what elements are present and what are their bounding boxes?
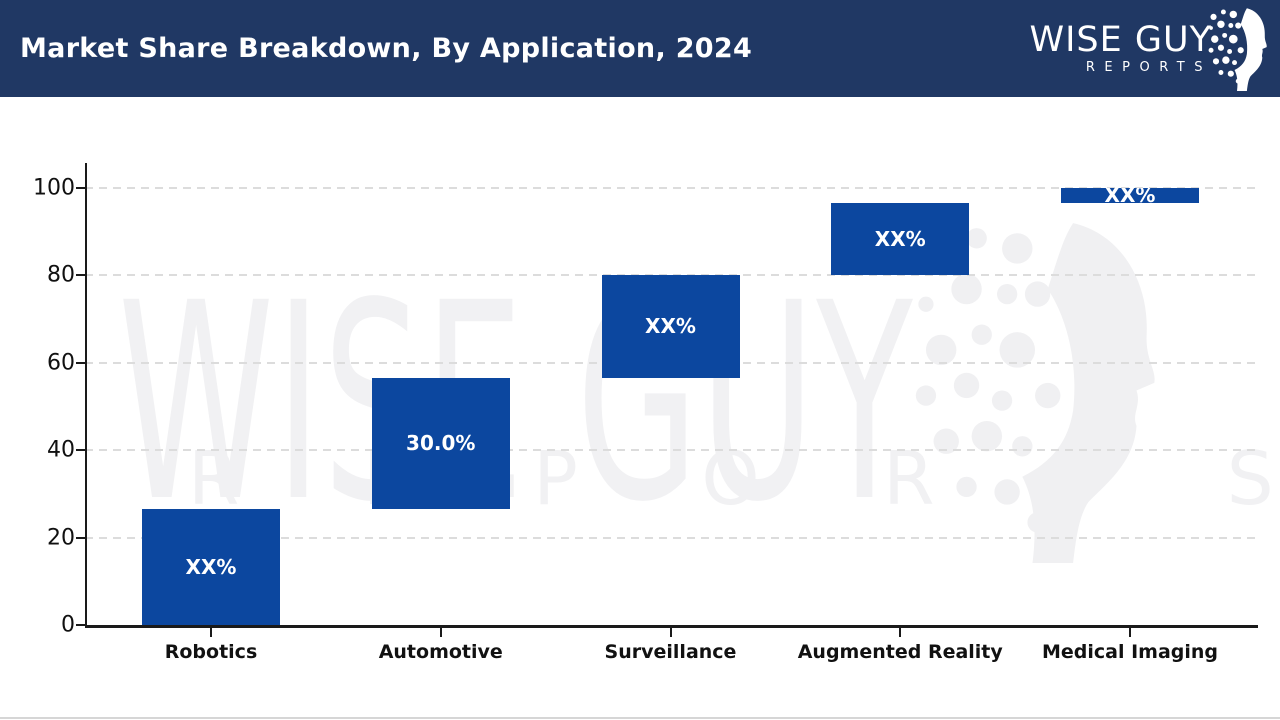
footer-divider xyxy=(0,717,1280,719)
logo-subtitle: REPORTS xyxy=(1085,60,1212,75)
y-axis-tick-label: 100 xyxy=(33,175,75,200)
waterfall-chart: 0 20 40 60 80 100 XX% Robotics 30.0% Automotive XX… xyxy=(0,97,1280,707)
bar-value-label-automotive: 30.0% xyxy=(406,431,476,456)
x-axis-tick-mark xyxy=(439,628,442,637)
x-axis-category-label: Robotics xyxy=(164,641,258,663)
x-axis-line xyxy=(85,625,1258,628)
y-axis-line xyxy=(85,163,87,625)
x-axis-tick-mark xyxy=(669,628,672,637)
page-title: Market Share Breakdown, By Application, … xyxy=(20,33,753,64)
logo-text: WISE GUY REPORTS xyxy=(1029,20,1212,75)
y-axis-tick-mark xyxy=(76,274,85,276)
gridline-40 xyxy=(85,449,1258,451)
x-axis-category-label: Automotive xyxy=(378,641,503,663)
header-band: Market Share Breakdown, By Application, … xyxy=(0,0,1280,97)
bar-robotics: XX% xyxy=(142,509,280,625)
bar-surveillance: XX% xyxy=(601,275,740,378)
x-axis-tick-mark xyxy=(210,628,212,637)
gridline-100 xyxy=(85,186,1258,189)
bar-value-label-robotics: XX% xyxy=(185,555,237,580)
y-axis-tick-label: 60 xyxy=(47,350,75,375)
face-profile-icon xyxy=(1208,7,1267,91)
y-axis-tick-mark xyxy=(76,361,85,364)
bar-augmented-reality: XX% xyxy=(831,202,970,275)
y-axis-tick-label: 80 xyxy=(47,262,75,288)
bar-value-label-surveillance: XX% xyxy=(645,314,696,339)
y-axis-tick-mark xyxy=(76,624,85,626)
y-axis-tick-label: 0 xyxy=(61,612,75,638)
y-axis-tick-mark xyxy=(76,536,85,539)
gridline-20 xyxy=(85,536,1258,539)
wise-guy-logo: WISE GUY REPORTS xyxy=(1029,7,1280,91)
bar-medical-imaging: XX% xyxy=(1061,187,1199,203)
x-axis-category-label: Augmented Reality xyxy=(797,641,1003,663)
bar-value-label-medical-imaging: XX% xyxy=(1104,187,1156,203)
y-axis-tick-mark xyxy=(76,449,85,451)
x-axis-category-label: Surveillance xyxy=(604,641,737,663)
y-axis-tick-label: 40 xyxy=(47,437,75,463)
x-axis-tick-mark xyxy=(899,628,902,637)
y-axis-tick-mark xyxy=(76,186,85,189)
bar-value-label-augmented-reality: XX% xyxy=(874,226,926,251)
y-axis-tick-label: 20 xyxy=(47,525,75,550)
x-axis-tick-mark xyxy=(1129,628,1131,637)
logo-wordmark: WISE GUY xyxy=(1029,20,1212,60)
bar-automotive: 30.0% xyxy=(371,377,510,510)
x-axis-category-label: Medical Imaging xyxy=(1041,641,1219,663)
